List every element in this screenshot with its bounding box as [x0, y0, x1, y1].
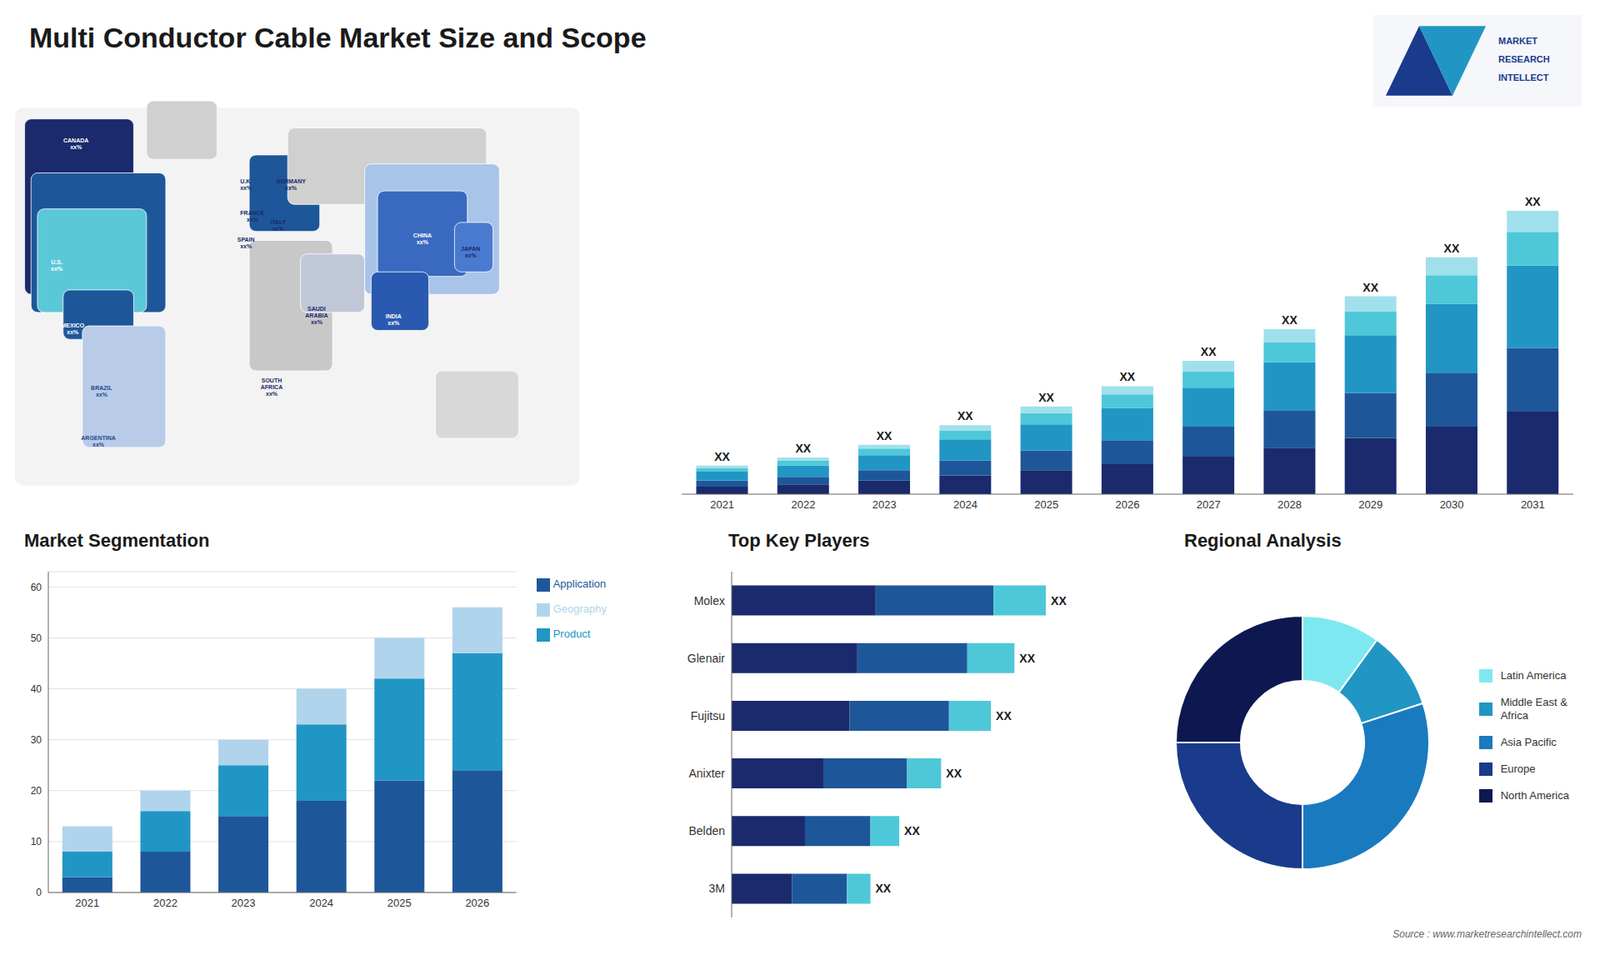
svg-text:SAUDIARABIAxx%: SAUDIARABIAxx% — [305, 305, 328, 325]
svg-text:XX: XX — [995, 709, 1012, 723]
svg-text:2023: 2023 — [872, 498, 897, 511]
svg-text:JAPANxx%: JAPANxx% — [460, 245, 480, 259]
svg-text:30: 30 — [30, 734, 43, 746]
svg-text:XX: XX — [876, 429, 893, 443]
svg-text:10: 10 — [30, 835, 43, 848]
svg-text:BRAZILxx%: BRAZILxx% — [90, 385, 113, 398]
svg-text:MARKET: MARKET — [1498, 35, 1538, 46]
svg-text:XX: XX — [957, 409, 974, 423]
svg-text:XX: XX — [1525, 195, 1541, 209]
svg-text:XX: XX — [795, 441, 811, 455]
svg-text:INDIAxx%: INDIAxx% — [385, 313, 402, 326]
html-text:Application: Application — [553, 577, 607, 590]
svg-text:XX: XX — [1120, 370, 1136, 384]
svg-text:20: 20 — [30, 785, 43, 797]
svg-text:INTELLECT: INTELLECT — [1498, 72, 1550, 83]
svg-text:XX: XX — [945, 766, 962, 780]
svg-text:CANADAxx%: CANADAxx% — [63, 137, 89, 150]
svg-text:FRANCExx%: FRANCExx% — [240, 209, 265, 222]
svg-text:2026: 2026 — [1115, 498, 1140, 511]
html-text:Latin America: Latin America — [1500, 669, 1567, 682]
html-text:North America: North America — [1500, 789, 1570, 802]
svg-text:SPAINxx%: SPAINxx% — [237, 236, 255, 250]
svg-text:2021: 2021 — [710, 498, 735, 511]
svg-text:60: 60 — [30, 581, 43, 594]
svg-text:2031: 2031 — [1520, 498, 1545, 511]
svg-text:40: 40 — [30, 683, 43, 695]
svg-text:2030: 2030 — [1440, 498, 1465, 511]
svg-text:U.K.xx%: U.K.xx% — [240, 178, 253, 191]
html-text:Middle East & Africa: Middle East & Africa — [1500, 695, 1568, 722]
svg-text:RESEARCH: RESEARCH — [1498, 54, 1550, 65]
svg-text:XX: XX — [1019, 651, 1035, 665]
html-text:Product: Product — [553, 627, 591, 640]
svg-text:2025: 2025 — [1034, 498, 1059, 511]
svg-text:MEXICOxx%: MEXICOxx% — [60, 321, 85, 335]
html-text:Regional Analysis: Regional Analysis — [1184, 530, 1342, 551]
svg-text:2029: 2029 — [1358, 498, 1383, 511]
svg-text:2028: 2028 — [1277, 498, 1302, 511]
svg-text:Fujitsu: Fujitsu — [690, 709, 725, 723]
svg-text:2024: 2024 — [309, 896, 334, 910]
html-text:Market Segmentation: Market Segmentation — [24, 530, 210, 551]
svg-text:XX: XX — [1362, 280, 1379, 295]
svg-text:XX: XX — [1050, 594, 1067, 608]
svg-text:0: 0 — [35, 886, 42, 899]
svg-text:CHINAxx%: CHINAxx% — [413, 231, 432, 245]
svg-text:ITALYxx%: ITALYxx% — [270, 218, 286, 231]
svg-text:XX: XX — [1200, 345, 1217, 359]
svg-text:2026: 2026 — [465, 896, 490, 910]
svg-text:XX: XX — [1281, 313, 1298, 327]
html-text:Asia Pacific: Asia Pacific — [1500, 735, 1557, 749]
svg-text:GERMANYxx%: GERMANYxx% — [275, 178, 306, 191]
svg-text:2023: 2023 — [231, 896, 256, 910]
html-text:Geography: Geography — [553, 602, 607, 615]
html-text:Europe: Europe — [1500, 762, 1536, 775]
svg-text:2025: 2025 — [387, 896, 412, 910]
svg-text:Belden: Belden — [688, 824, 725, 838]
svg-text:2022: 2022 — [153, 896, 178, 910]
svg-text:SOUTHAFRICAxx%: SOUTHAFRICAxx% — [260, 377, 283, 397]
html-text:Multi Conductor Cable Market S: Multi Conductor Cable Market Size and Sc… — [29, 21, 647, 54]
svg-text:50: 50 — [30, 632, 43, 645]
svg-text:3M: 3M — [709, 881, 725, 895]
html-text:Source : www.marketresearchint: Source : www.marketresearchintellect.com — [1392, 928, 1582, 940]
svg-text:Glenair: Glenair — [687, 651, 725, 665]
svg-text:U.S.xx%: U.S.xx% — [50, 259, 64, 272]
svg-text:XX: XX — [714, 450, 730, 464]
svg-text:XX: XX — [1444, 241, 1460, 255]
svg-text:XX: XX — [875, 881, 892, 895]
svg-text:XX: XX — [1038, 390, 1055, 405]
svg-text:2024: 2024 — [953, 498, 978, 511]
svg-text:2027: 2027 — [1196, 498, 1221, 511]
svg-text:ARGENTINAxx%: ARGENTINAxx% — [80, 434, 116, 447]
svg-text:2021: 2021 — [75, 896, 100, 910]
html-text:Top Key Players: Top Key Players — [728, 530, 870, 551]
svg-text:Molex: Molex — [694, 594, 725, 608]
svg-text:Anixter: Anixter — [688, 766, 725, 780]
svg-text:XX: XX — [904, 824, 920, 838]
svg-text:2022: 2022 — [790, 498, 815, 511]
